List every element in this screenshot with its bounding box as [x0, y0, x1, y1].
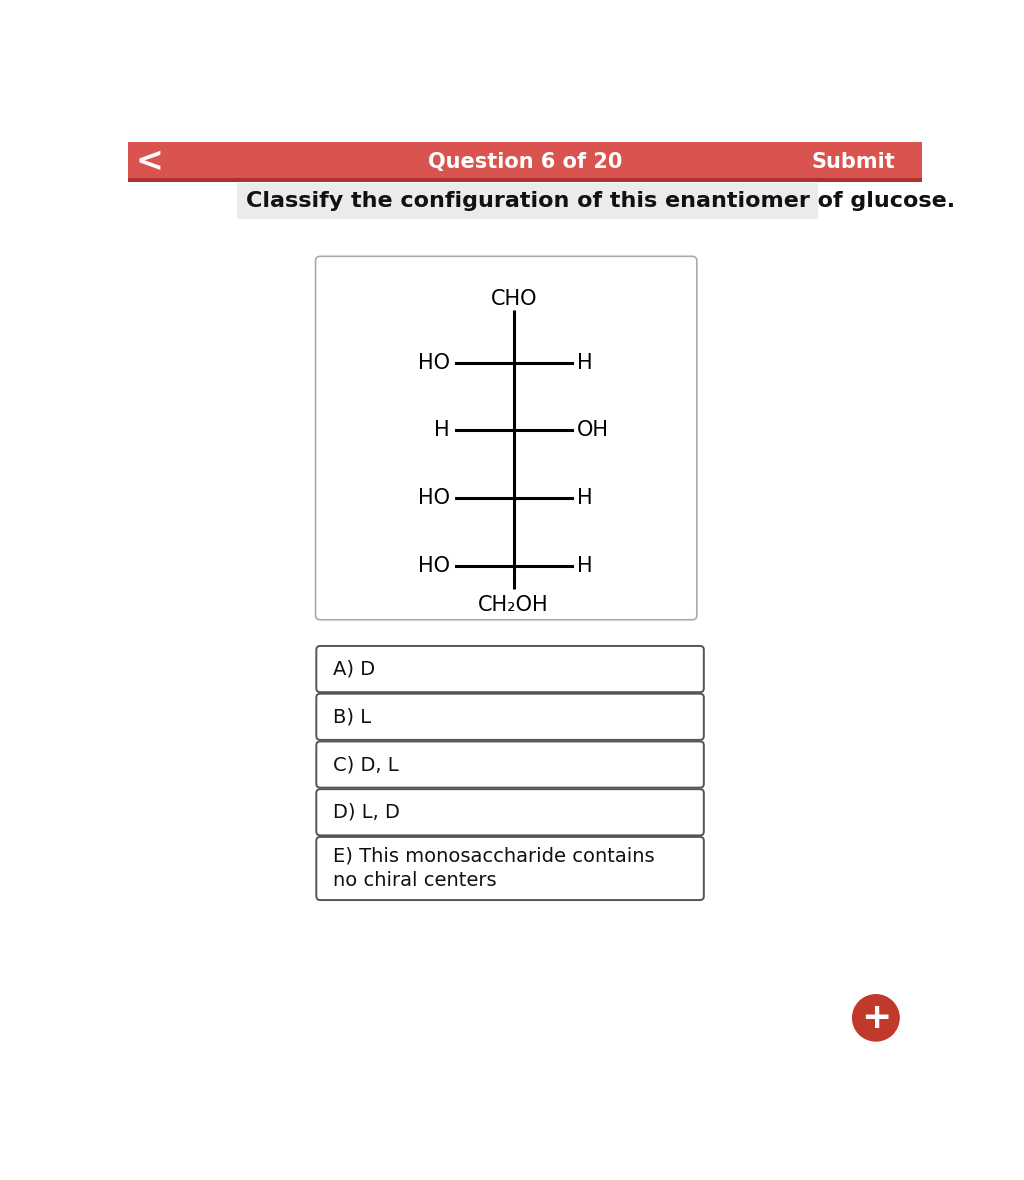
Text: CH₂OH: CH₂OH: [478, 595, 549, 615]
Circle shape: [853, 995, 899, 1041]
Text: H: H: [578, 353, 593, 373]
Bar: [128, 142, 922, 182]
Bar: [128, 178, 922, 182]
Text: A) D: A) D: [333, 660, 375, 678]
FancyBboxPatch shape: [316, 694, 703, 740]
Text: E) This monosaccharide contains
no chiral centers: E) This monosaccharide contains no chira…: [333, 847, 654, 890]
FancyBboxPatch shape: [316, 789, 703, 835]
Text: C) D, L: C) D, L: [333, 755, 398, 774]
Bar: [237, 183, 818, 218]
Text: H: H: [578, 556, 593, 576]
Text: D) L, D: D) L, D: [333, 802, 399, 821]
Text: Question 6 of 20: Question 6 of 20: [428, 151, 622, 171]
FancyBboxPatch shape: [316, 741, 703, 787]
Text: <: <: [136, 145, 164, 178]
Text: HO: HO: [418, 489, 451, 509]
Text: HO: HO: [418, 353, 451, 373]
Text: Classify the configuration of this enantiomer of glucose.: Classify the configuration of this enant…: [246, 191, 955, 211]
FancyBboxPatch shape: [315, 256, 697, 620]
Text: CHO: CHO: [490, 289, 537, 309]
FancyBboxPatch shape: [316, 837, 703, 900]
Text: Submit: Submit: [811, 151, 895, 171]
FancyBboxPatch shape: [316, 645, 703, 693]
Text: OH: OH: [578, 420, 609, 440]
Text: H: H: [434, 420, 451, 440]
Text: +: +: [861, 1001, 891, 1035]
Text: HO: HO: [418, 556, 451, 576]
Text: B) L: B) L: [333, 707, 371, 726]
Text: H: H: [578, 489, 593, 509]
